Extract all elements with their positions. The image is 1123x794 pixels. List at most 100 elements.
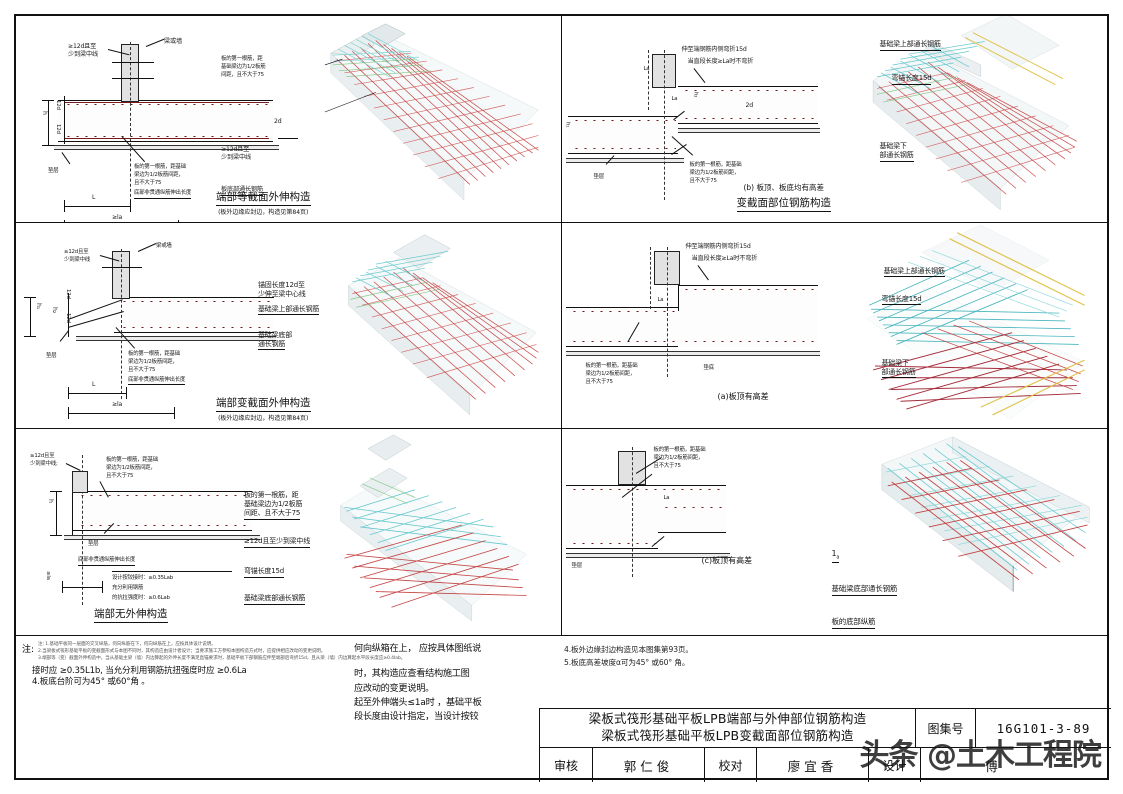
label-La-mr: La xyxy=(657,296,664,303)
label-first-bar-ml2: 梁边为1/2板筋间距， xyxy=(128,358,178,365)
label-hook-anchor-right: ≥12d且至 xyxy=(221,146,250,153)
label-hook-anchor-2: 少到梁中线 xyxy=(68,51,98,58)
notes-head-label: 注: xyxy=(22,645,35,655)
label-first-bar-note-right3: 间距，且不大于75 xyxy=(221,72,264,78)
label-dim-la-ml: ≥la xyxy=(112,400,123,408)
label-slab-bottom-through-bar: 板底部通长钢筋 xyxy=(221,186,263,196)
sheet-title: 梁板式筏形基础平板LPB端部与外伸部位钢筋构造 梁板式筏形基础平板LPB变截面部… xyxy=(540,709,915,747)
notes-block: 注: 注: 1.基础平板同一层面的交叉纵筋，何向纵筋在下，何向纵筋在上，应按具体… xyxy=(16,636,539,782)
note-right-2: 5.板底高差坡度α可为45° 或60° 角。 xyxy=(564,657,690,667)
drawing-sheet: ≥12d且至 少到梁中线 梁或墙 板的第一根筋，距 基础梁边为1/2板筋 间距，… xyxy=(14,14,1111,782)
label-12d-ml2: 12d xyxy=(64,312,71,323)
label-first-bar-br2: 梁边为1/2板筋间距， xyxy=(653,455,704,462)
label-h2-ml: h₂ xyxy=(50,306,58,313)
isometric-view-bot-right xyxy=(845,429,1107,635)
label-hook-ml: ≥12d且至 xyxy=(64,248,89,255)
label-first-bar-bl3: 且不大于75 xyxy=(106,473,134,480)
check-name: 廖宜香 xyxy=(756,748,868,782)
notes-overlay-column: 何向纵箱在上， 应按具体图纸说 时，其构造应查看结构施工图 应改动的变更说明。 … xyxy=(354,642,539,724)
label-first-bar-ml3: 且不大于75 xyxy=(128,366,156,373)
caption-sub-text: (板外边缘应封边，构造见第84页) xyxy=(218,415,309,423)
label-first-bar-tr1: 板的第一根筋，距基础 xyxy=(689,162,742,168)
caption-bot-right: (c)板顶有高差 xyxy=(701,556,753,566)
label-beam-top-through-bar-tr: 基础梁上部通长钢筋 xyxy=(879,40,941,51)
label-h1-ml: h₁ xyxy=(34,302,42,309)
panel-bot-right: 板的第一根筋，距基础 梁边为1/2板筋间距， 且不大于75 La 垫层 xyxy=(561,429,1107,636)
atlas-number-value: 16G101-3-89 xyxy=(975,709,1111,748)
label-h1: h₁ xyxy=(564,122,571,128)
label-12d-top: 12d xyxy=(54,100,61,110)
section-detail-top-right: 伸至端钢筋内侧弯折15d 当直段长度≥La时不弯折 La La h₁ h₂ 垫层… xyxy=(562,16,878,222)
label-bend-15d-mr: 伸至端钢筋内侧弯折15d xyxy=(685,242,751,250)
label-cushion-ml: 垫层 xyxy=(46,352,57,359)
label-first-bar-bl-right3: 间距、且不大于75 xyxy=(244,509,300,521)
label-beam-or-wall-ml: 梁或墙 xyxy=(156,242,172,249)
note-overlay-3: 应改动的变更说明。 xyxy=(354,682,434,694)
isometric-view-top-left xyxy=(299,16,560,222)
rebar-mesh-svg xyxy=(348,234,539,416)
caption-main-text: 端部等截面外伸构造 xyxy=(216,189,311,206)
isometric-view-mid-right xyxy=(845,223,1107,429)
panel-bot-left: ≥12d且至 少到梁中线; 板的第一根筋，距基础 梁边为1/2板筋间距， 且不大… xyxy=(16,429,562,636)
label-dim-L: L xyxy=(92,194,96,201)
label-h: h xyxy=(40,111,48,115)
label-bend-15d-bl: 弯锚长度15d xyxy=(244,567,284,579)
isometric-view-bot-left xyxy=(299,429,560,635)
label-2d: 2d xyxy=(274,118,282,125)
label-first-bar-bl2: 梁边为1/2板筋间距， xyxy=(106,465,156,472)
note-faint-1: 注: 1.基础平板同一层面的交叉纵筋，何向纵筋在下，何向纵筋在上，应按具体设计说… xyxy=(38,642,216,647)
label-bottom-extension-ml: 底部非贯通纵筋伸出长度 xyxy=(128,377,185,386)
review-label: 审核 xyxy=(553,758,578,773)
caption-mid-right: (a)板顶有高差 xyxy=(717,391,769,401)
isometric-view-top-right xyxy=(845,16,1107,222)
notes-right-column: 4.板外边缘封边构造见本图集第93页。 5.板底高差坡度α可为45° 或60° … xyxy=(564,644,804,670)
note-overlay-2: 时，其构造应查看结构施工图 xyxy=(354,668,470,680)
caption-top-left: 端部等截面外伸构造 (板外边缘应封边，构造见第84页) xyxy=(216,189,311,216)
label-first-bar-mr1: 板的第一根筋，距基础 xyxy=(585,362,638,369)
label-hinge-lap: 设计按铰接时：≥0.35Lab xyxy=(112,575,173,582)
caption-bot-left: 端部无外伸构造 xyxy=(94,606,168,623)
label-cushion: 垫层 xyxy=(48,168,59,174)
caption-main-text: 端部变截面外伸构造 xyxy=(216,395,311,413)
label-La-br: La xyxy=(663,495,670,502)
note-strong-2: 4.板底台阶可为45° 或60°角 。 xyxy=(32,676,150,687)
label-bottom-bar-extension: 底部非贯通纵筋伸出长度 xyxy=(134,190,191,199)
caption-sub-text: (b) 板顶、板底均有高差 xyxy=(743,182,825,192)
section-detail-top-left: ≥12d且至 少到梁中线 梁或墙 板的第一根筋，距 基础梁边为1/2板筋 间距，… xyxy=(16,16,332,222)
label-2d-tr: 2d xyxy=(745,102,754,109)
label-first-bar-note-mid2: 梁边为1/2板筋间距， xyxy=(134,172,184,178)
label-first-bar-note-right: 板的第一根筋，距 xyxy=(221,56,263,62)
label-hook-ml2: 少到梁中线 xyxy=(64,256,90,263)
label-no-bend: 当直段长度≥La时不弯折 xyxy=(687,58,754,65)
label-tensile: 的抗拉强度时：≥0.6Lab xyxy=(112,595,170,602)
label-12d-bottom: 12d xyxy=(54,124,61,134)
label-hook-bl: ≥12d且至 xyxy=(30,453,55,460)
label-beam-top-through-ml: 基础梁上部通长钢筋 xyxy=(258,305,319,316)
rebar-mesh-svg xyxy=(866,224,1086,419)
note-strong-1: 接时应 ≥0.35L1b, 当允分利用钢筋抗扭强度时应 ≥0.6La xyxy=(32,665,247,676)
rebar-mesh-svg xyxy=(324,23,539,201)
label-beam-or-wall: 梁或墙 xyxy=(164,38,182,45)
label-first-bar-bl-right2: 基础梁边为1/2板筋 xyxy=(244,500,303,509)
caption-top-right: (b) 板顶、板底均有高差 变截面部位钢筋构造 xyxy=(736,181,831,212)
label-cushion-base-mr: 垫底 xyxy=(703,364,715,371)
label-bend-anchor-15d-mr: 弯锚长度15d xyxy=(881,295,922,306)
label-first-bar-bl1: 板的第一根筋，距基础 xyxy=(106,457,158,464)
design-name: 傅 xyxy=(920,748,1066,782)
label-beam-bottom-bl: 基础梁底部通长钢筋 xyxy=(244,594,305,606)
label-cushion-bl: 垫层 xyxy=(88,541,99,548)
label-first-bar-tr3: 且不大于75 xyxy=(689,178,717,184)
label-beam-bottom-through-bar-tr: 基础梁下 xyxy=(879,142,907,150)
caption-sub-text: (板外边缘应封边，构造见第84页) xyxy=(218,208,309,216)
note-right-1: 4.板外边缘封边构造见本图集第93页。 xyxy=(564,645,693,654)
label-first-bar-note-mid3: 且不大于75 xyxy=(134,180,162,186)
title-block-row-title: 梁板式筏形基础平板LPB端部与外伸部位钢筋构造 梁板式筏形基础平板LPB变截面部… xyxy=(540,709,1111,749)
label-la-br-right: 1a xyxy=(831,549,839,564)
label-first-bar-mr3: 且不大于75 xyxy=(585,378,613,385)
label-beam-bottom-through-br: 基础梁底部通长钢筋 xyxy=(831,584,897,596)
label-cushion-br: 垫层 xyxy=(571,563,583,570)
note-overlay-5: 段长度由设计指定，当设计按铰 xyxy=(354,711,479,722)
rebar-mesh-svg xyxy=(872,16,1078,211)
label-beam-bottom-through-ml: 基础梁底部 xyxy=(258,330,292,339)
label-full-use: 充分利用钢筋 xyxy=(112,585,144,592)
